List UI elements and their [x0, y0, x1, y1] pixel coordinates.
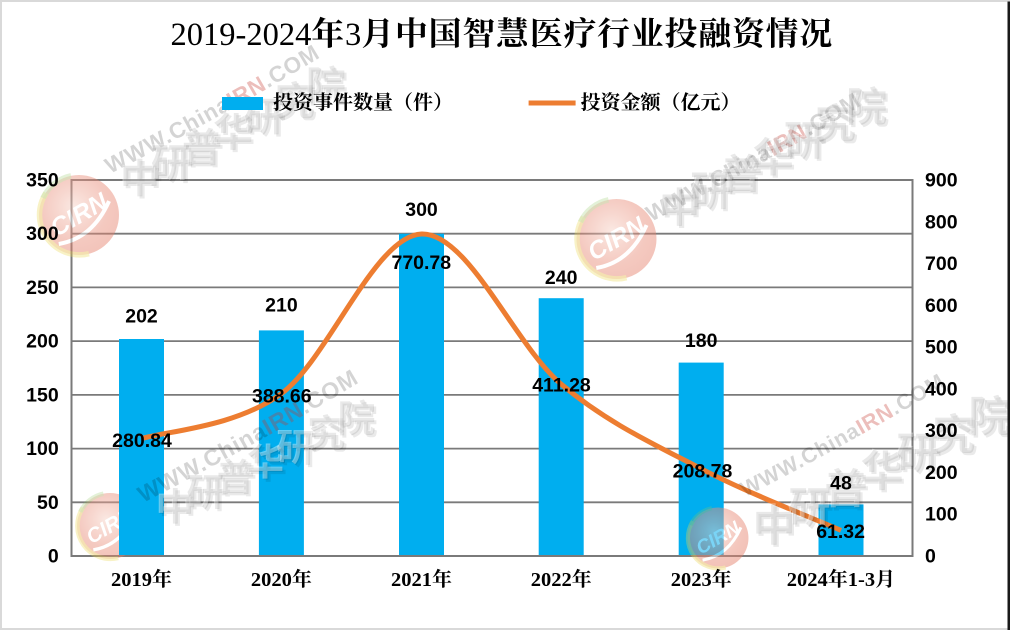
svg-text:210: 210	[265, 294, 298, 316]
svg-text:100: 100	[925, 504, 958, 526]
svg-text:180: 180	[685, 330, 718, 352]
svg-text:200: 200	[26, 331, 59, 353]
svg-text:208.78: 208.78	[673, 460, 733, 482]
svg-text:2019-2024: 2019-2024	[171, 17, 312, 53]
svg-text:300: 300	[925, 420, 958, 442]
svg-text:50: 50	[37, 492, 59, 514]
svg-text:2022: 2022	[531, 569, 572, 591]
svg-text:2021: 2021	[391, 569, 432, 591]
svg-text:2020: 2020	[251, 569, 292, 591]
svg-text:280.84: 280.84	[112, 430, 172, 452]
svg-text:1-3: 1-3	[848, 569, 875, 591]
svg-text:350: 350	[26, 170, 59, 192]
svg-text:900: 900	[925, 170, 958, 192]
svg-text:150: 150	[26, 384, 59, 406]
svg-text:250: 250	[26, 277, 59, 299]
svg-text:202: 202	[125, 306, 158, 328]
svg-text:240: 240	[545, 267, 578, 289]
svg-text:700: 700	[925, 253, 958, 275]
svg-text:411.28: 411.28	[532, 375, 591, 397]
svg-text:600: 600	[925, 295, 958, 317]
svg-text:800: 800	[925, 211, 958, 233]
svg-text:0: 0	[925, 546, 936, 568]
svg-text:48: 48	[830, 473, 852, 495]
svg-text:0: 0	[48, 546, 59, 568]
svg-text:400: 400	[925, 378, 958, 400]
svg-text:3: 3	[345, 17, 361, 53]
svg-text:388.66: 388.66	[252, 386, 312, 408]
svg-text:2023: 2023	[671, 569, 712, 591]
svg-text:2024: 2024	[787, 569, 828, 591]
svg-text:300: 300	[26, 223, 59, 245]
svg-text:100: 100	[26, 438, 59, 460]
svg-text:2019: 2019	[111, 569, 152, 591]
svg-text:770.78: 770.78	[391, 252, 451, 274]
svg-text:300: 300	[405, 199, 438, 221]
svg-text:200: 200	[925, 462, 958, 484]
svg-text:61.32: 61.32	[816, 521, 865, 543]
svg-text:500: 500	[925, 337, 958, 359]
